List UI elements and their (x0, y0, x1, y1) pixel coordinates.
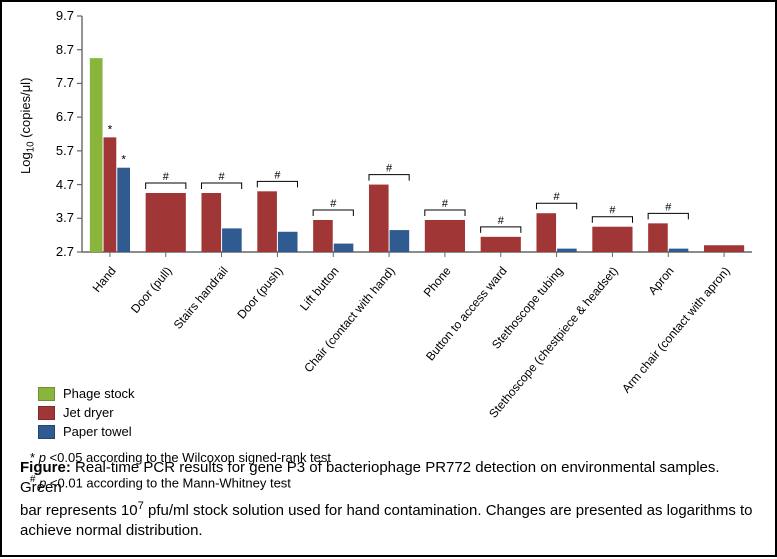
svg-text:#: # (274, 169, 281, 181)
svg-text:#: # (665, 201, 672, 213)
svg-text:#: # (163, 171, 170, 183)
svg-text:#: # (554, 191, 561, 203)
svg-text:#: # (609, 205, 616, 217)
svg-text:*: * (121, 153, 126, 167)
svg-text:#: # (498, 215, 505, 227)
svg-text:#: # (219, 171, 226, 183)
svg-text:*: * (108, 122, 113, 136)
chart-svg: * * # # # # # # # # # # (2, 2, 777, 559)
svg-text:#: # (442, 198, 449, 210)
svg-text:#: # (330, 198, 337, 210)
svg-text:#: # (386, 163, 393, 175)
figure-frame: **########## Phage stock Jet dryer Paper… (0, 0, 777, 557)
